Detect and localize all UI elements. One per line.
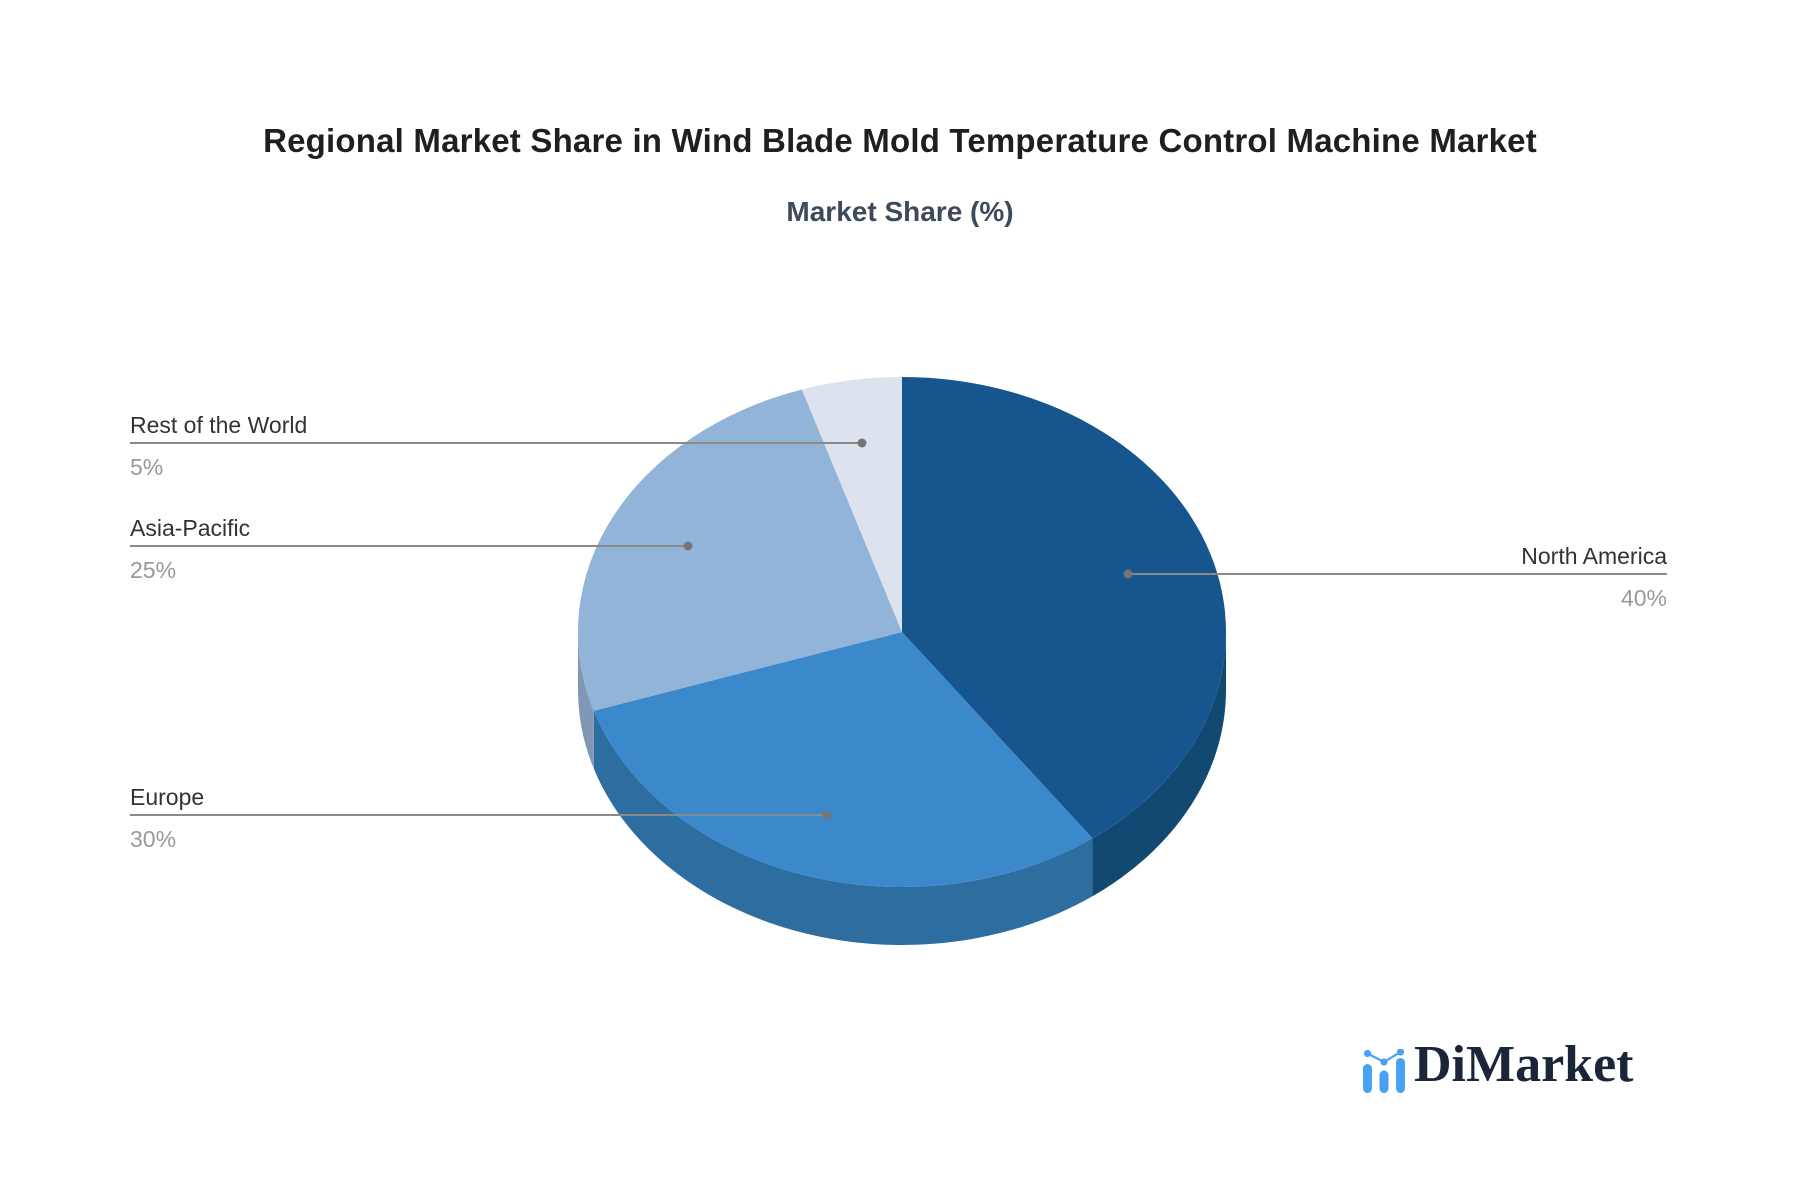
pie-slice-rest-of-the-world[interactable]: [801, 377, 902, 632]
chart-title: Regional Market Share in Wind Blade Mold…: [263, 122, 1537, 159]
slice-value-rest-of-the-world: 5%: [130, 454, 163, 480]
leader-dot-rest-of-the-world: [857, 438, 867, 448]
leader-dot-north-america: [1123, 569, 1133, 579]
pie-slice-europe[interactable]: [593, 632, 1093, 888]
slice-value-europe: 30%: [130, 826, 176, 852]
dimarket-logo-text: DiMarket: [1414, 1036, 1634, 1093]
dimarket-logo: DiMarket: [1362, 1039, 1662, 1106]
slice-label-rest-of-the-world: Rest of the World: [130, 412, 307, 438]
pie-slice-side-europe[interactable]: [593, 710, 1093, 945]
slice-label-asia-pacific: Asia-Pacific: [130, 515, 250, 541]
pie-slice-north-america[interactable]: [902, 377, 1226, 839]
slice-value-asia-pacific: 25%: [130, 557, 176, 583]
leader-dot-europe: [822, 810, 832, 820]
slice-value-north-america: 40%: [1621, 585, 1667, 611]
slice-label-north-america: North America: [1521, 543, 1667, 569]
bar-chart-trend-icon: [1363, 1049, 1405, 1093]
chart-subtitle: Market Share (%): [786, 196, 1014, 227]
pie-slice-side-asia-pacific[interactable]: [578, 632, 594, 769]
leader-dot-asia-pacific: [683, 541, 693, 551]
pie-slice-side-north-america[interactable]: [1092, 632, 1226, 897]
pie-slice-asia-pacific[interactable]: [578, 389, 902, 711]
slice-label-europe: Europe: [130, 784, 204, 810]
